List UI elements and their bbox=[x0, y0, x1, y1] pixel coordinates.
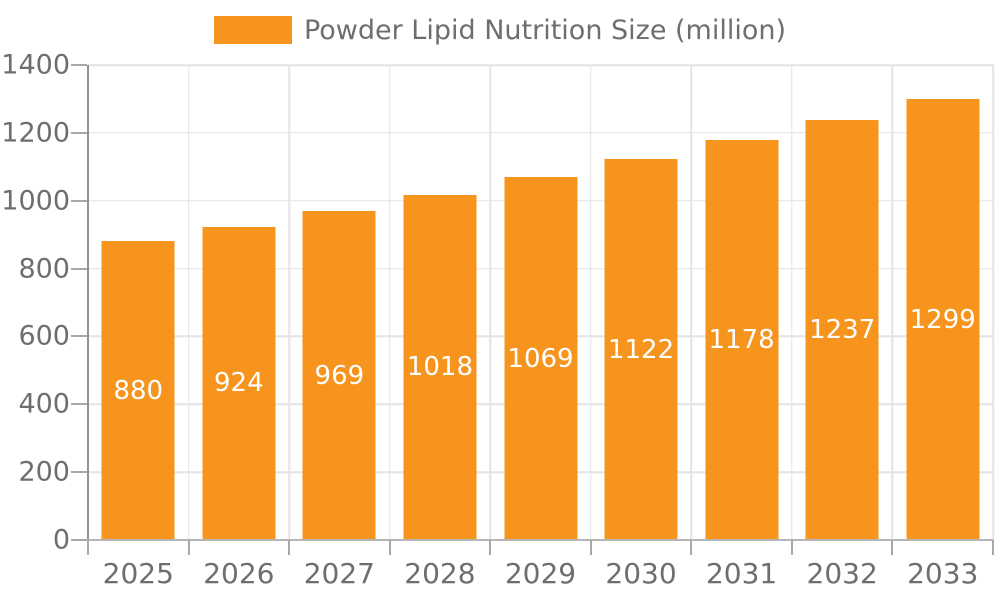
x-axis-tick bbox=[288, 540, 291, 555]
bar[interactable]: 1018 bbox=[403, 194, 477, 540]
v-gridline bbox=[489, 65, 491, 540]
y-axis-tick-label: 1200 bbox=[1, 117, 70, 149]
bar[interactable]: 1299 bbox=[906, 99, 980, 540]
y-axis-tick bbox=[71, 335, 87, 338]
x-axis-tick bbox=[891, 540, 894, 555]
x-axis-category-label: 2027 bbox=[303, 557, 376, 590]
bar-value-label: 1069 bbox=[507, 343, 574, 374]
y-axis-tick bbox=[71, 539, 87, 541]
x-axis-category-label: 2026 bbox=[203, 557, 275, 590]
bar-value-label: 1237 bbox=[809, 315, 876, 346]
h-gridline bbox=[88, 132, 993, 134]
x-axis-category-label: 2030 bbox=[605, 557, 677, 590]
bar[interactable]: 880 bbox=[101, 241, 175, 540]
x-axis-category-label: 2031 bbox=[705, 557, 778, 590]
x-axis-tick bbox=[992, 540, 994, 555]
v-gridline bbox=[891, 65, 894, 540]
legend[interactable]: Powder Lipid Nutrition Size (million) bbox=[0, 16, 1000, 44]
y-axis-line bbox=[87, 65, 89, 540]
bar[interactable]: 1069 bbox=[504, 177, 577, 540]
y-axis-tick bbox=[71, 471, 87, 474]
x-axis-tick bbox=[388, 540, 391, 555]
x-axis-tick bbox=[589, 540, 592, 555]
y-axis-tick-label: 800 bbox=[18, 253, 70, 285]
y-axis-tick bbox=[71, 267, 87, 270]
x-axis-category-label: 2033 bbox=[907, 557, 979, 590]
x-axis-category-label: 2025 bbox=[102, 557, 174, 590]
x-axis-tick bbox=[690, 540, 693, 555]
v-gridline bbox=[690, 65, 693, 540]
plot-area: 880 924 969 1018 1069 1122 1178 1237 1299 0 200 40… bbox=[1, 52, 994, 588]
bar-value-label: 1299 bbox=[909, 304, 976, 335]
v-gridline bbox=[992, 65, 994, 540]
v-gridline bbox=[388, 65, 391, 540]
h-gridline bbox=[88, 64, 993, 66]
y-axis-tick-label: 1400 bbox=[1, 49, 70, 81]
bar-value-label: 880 bbox=[113, 375, 164, 406]
y-axis-tick-label: 0 bbox=[52, 524, 70, 556]
y-axis-tick-label: 200 bbox=[18, 456, 70, 488]
bar-value-label: 1018 bbox=[406, 352, 474, 383]
bar[interactable]: 1122 bbox=[604, 159, 678, 540]
y-axis-tick-label: 600 bbox=[18, 320, 70, 352]
y-axis-tick bbox=[71, 131, 87, 134]
bar-value-label: 969 bbox=[314, 360, 365, 391]
v-gridline bbox=[288, 65, 290, 540]
y-axis-tick bbox=[71, 403, 87, 406]
x-axis-tick bbox=[87, 540, 89, 555]
x-axis-tick bbox=[790, 540, 793, 555]
bar[interactable]: 969 bbox=[302, 211, 376, 540]
v-gridline bbox=[187, 65, 190, 540]
x-axis-tick bbox=[187, 540, 190, 555]
x-axis-line bbox=[87, 539, 993, 541]
y-axis-tick-label: 1000 bbox=[1, 185, 70, 217]
y-axis-tick bbox=[71, 64, 87, 66]
x-axis-category-label: 2029 bbox=[504, 557, 577, 590]
x-axis-category-label: 2032 bbox=[806, 557, 878, 590]
bar[interactable]: 1237 bbox=[805, 120, 879, 540]
bar-value-label: 924 bbox=[214, 368, 264, 399]
legend-swatch-icon bbox=[213, 16, 292, 44]
bar-value-label: 1122 bbox=[607, 334, 675, 365]
v-gridline bbox=[791, 65, 793, 540]
y-axis-tick bbox=[71, 199, 87, 202]
bar[interactable]: 924 bbox=[202, 226, 276, 540]
bar[interactable]: 1178 bbox=[705, 140, 779, 540]
x-axis-category-label: 2028 bbox=[404, 557, 476, 590]
legend-label: Powder Lipid Nutrition Size (million) bbox=[303, 14, 787, 46]
v-gridline bbox=[590, 65, 592, 540]
x-axis-tick bbox=[489, 540, 492, 555]
bar-value-label: 1178 bbox=[708, 325, 775, 356]
y-axis-tick-label: 400 bbox=[18, 388, 70, 420]
